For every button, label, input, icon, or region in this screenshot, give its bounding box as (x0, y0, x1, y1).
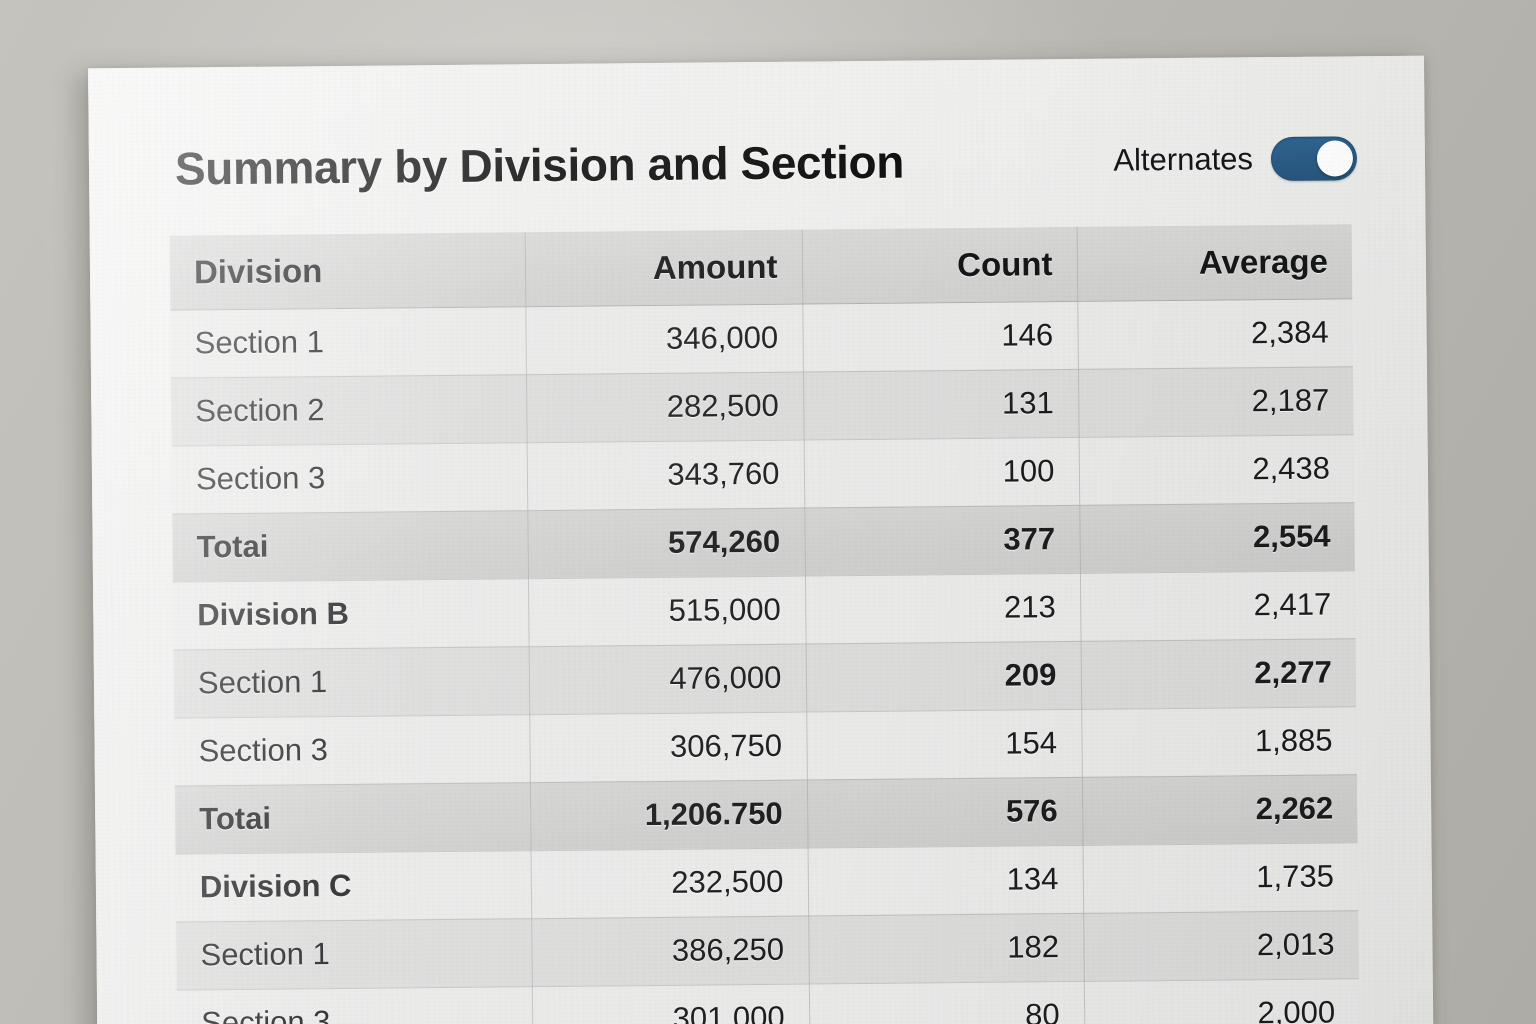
cell-amount: 476,000 (528, 643, 807, 715)
table-row[interactable]: Section 3 306,750 154 1,885 (174, 706, 1357, 786)
table-body: Section 1 346,000 146 2,384 Section 2 282,500… (170, 298, 1360, 1024)
document-header: Summary by Division and Section Alternat… (175, 118, 1358, 207)
column-header-division[interactable]: Division (169, 232, 526, 310)
cell-division: Division C (175, 850, 532, 922)
document-content: Summary by Division and Section Alternat… (88, 56, 1434, 1024)
table-row[interactable]: Totai 574,260 377 2,554 (172, 502, 1355, 582)
cell-count: 146 (802, 300, 1078, 372)
cell-count: 377 (804, 504, 1080, 576)
cell-division: Totai (172, 510, 528, 582)
table-row[interactable]: Division B 515,000 213 2,417 (172, 570, 1356, 650)
cell-division: Section 1 (173, 646, 530, 718)
alternates-toggle-switch[interactable] (1270, 136, 1358, 182)
table-row[interactable]: Section 1 476,000 209 2,277 (173, 638, 1357, 718)
column-header-count[interactable]: Count (801, 226, 1078, 304)
cell-average: 1,735 (1082, 842, 1359, 913)
cell-average: 2,438 (1078, 434, 1355, 505)
cell-division: Totai (174, 782, 531, 854)
cell-average: 2,554 (1079, 502, 1355, 573)
cell-amount: 282,500 (525, 371, 804, 443)
cell-average: 2,277 (1080, 638, 1357, 709)
cell-amount: 1,206.750 (529, 779, 808, 851)
cell-division: Section 3 (176, 986, 533, 1024)
column-header-average[interactable]: Average (1076, 224, 1353, 301)
cell-amount: 306,750 (529, 711, 807, 783)
cell-count: 209 (805, 640, 1082, 712)
cell-count: 131 (802, 368, 1079, 440)
cell-amount: 386,250 (531, 915, 809, 987)
table-header-row: Division Amount Count Average (169, 224, 1353, 310)
table-row[interactable]: Section 3 343,760 100 2,438 (171, 434, 1355, 514)
page-title: Summary by Division and Section (174, 135, 905, 195)
cell-count: 134 (807, 844, 1084, 916)
cell-amount: 232,500 (530, 847, 809, 919)
column-header-amount[interactable]: Amount (524, 229, 803, 307)
toggle-knob (1316, 140, 1354, 177)
cell-average: 2,013 (1083, 910, 1359, 981)
table-row[interactable]: Totai 1,206.750 576 2,262 (174, 774, 1358, 854)
cell-average: 2,417 (1079, 570, 1356, 641)
alternates-toggle-label: Alternates (1113, 141, 1254, 178)
cell-amount: 574,260 (527, 507, 805, 579)
cell-count: 80 (808, 980, 1085, 1024)
cell-average: 2,187 (1077, 366, 1354, 437)
cell-count: 576 (806, 776, 1083, 848)
alternates-toggle-group[interactable]: Alternates (1113, 136, 1358, 182)
table-row[interactable]: Section 1 346,000 146 2,384 (170, 298, 1353, 378)
table-row[interactable]: Section 1 386,250 182 2,013 (176, 910, 1359, 990)
cell-average: 2,000 (1083, 978, 1360, 1024)
cell-amount: 301,000 (531, 983, 810, 1024)
table-row[interactable]: Division C 232,500 134 1,735 (175, 842, 1359, 922)
cell-division: Division B (172, 578, 529, 650)
cell-amount: 346,000 (525, 303, 803, 375)
cell-division: Section 2 (171, 374, 527, 446)
cell-division: Section 3 (174, 714, 530, 786)
cell-count: 100 (803, 436, 1080, 508)
cell-count: 213 (804, 572, 1081, 644)
cell-division: Section 1 (170, 306, 526, 378)
cell-average: 2,384 (1077, 298, 1353, 369)
table-row[interactable]: Section 2 282,500 131 2,187 (171, 366, 1354, 446)
cell-division: Section 3 (171, 442, 528, 514)
cell-average: 1,885 (1081, 706, 1357, 777)
cell-count: 182 (808, 912, 1084, 984)
paper-sheet: Summary by Division and Section Alternat… (88, 55, 1434, 1024)
cell-division: Section 1 (176, 918, 532, 990)
cell-amount: 343,760 (526, 439, 805, 511)
table-header: Division Amount Count Average (169, 224, 1353, 310)
cell-average: 2,262 (1081, 774, 1358, 845)
cell-amount: 515,000 (527, 575, 806, 647)
cell-count: 154 (806, 708, 1082, 780)
